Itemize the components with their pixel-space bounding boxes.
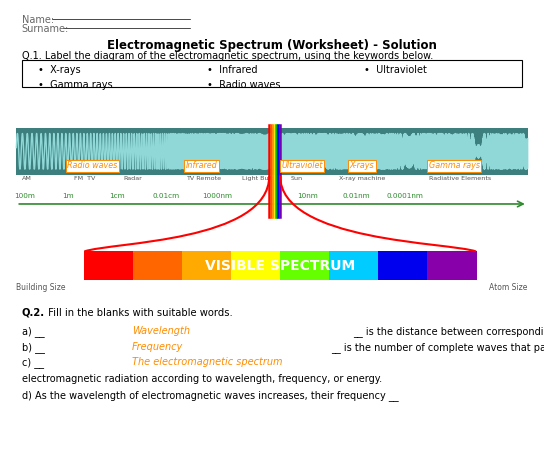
FancyBboxPatch shape [182, 251, 232, 280]
Text: 100m: 100m [14, 193, 35, 199]
Text: 0.0001nm: 0.0001nm [387, 193, 424, 199]
Text: X-ray machine: X-ray machine [338, 176, 385, 181]
Text: Surname:: Surname: [22, 24, 69, 34]
FancyBboxPatch shape [16, 128, 528, 175]
Text: Radar: Radar [124, 176, 143, 181]
Text: c) __: c) __ [22, 357, 44, 368]
Text: Light Bulb: Light Bulb [242, 176, 275, 181]
Text: AM: AM [22, 176, 32, 181]
FancyBboxPatch shape [329, 251, 379, 280]
Text: Infrared: Infrared [186, 161, 217, 170]
FancyBboxPatch shape [22, 60, 522, 87]
Text: 1cm: 1cm [109, 193, 125, 199]
Text: __ is the distance between corresponding points of two consecutive waves.: __ is the distance between corresponding… [353, 326, 544, 337]
Text: Radiative Elements: Radiative Elements [429, 176, 491, 181]
Text: 1000nm: 1000nm [202, 193, 233, 199]
Text: Wavelength: Wavelength [132, 326, 190, 336]
Text: Sun: Sun [290, 176, 302, 181]
Text: electromagnetic radiation according to wavelength, frequency, or energy.: electromagnetic radiation according to w… [22, 374, 382, 384]
Text: Gamma rays: Gamma rays [429, 161, 480, 170]
Text: Name:: Name: [22, 15, 54, 25]
Text: •  Infrared: • Infrared [207, 65, 257, 75]
Text: Electromagnetic Spectrum (Worksheet) - Solution: Electromagnetic Spectrum (Worksheet) - S… [107, 39, 437, 52]
FancyBboxPatch shape [427, 251, 477, 280]
Text: Ultraviolet: Ultraviolet [281, 161, 323, 170]
Text: Radio waves: Radio waves [67, 161, 118, 170]
Text: 10nm: 10nm [297, 193, 318, 199]
Text: •  Ultraviolet: • Ultraviolet [364, 65, 428, 75]
Text: Frequency: Frequency [132, 342, 183, 352]
Text: X-rays: X-rays [349, 161, 374, 170]
FancyBboxPatch shape [84, 251, 134, 280]
FancyBboxPatch shape [280, 251, 330, 280]
Text: Building Size: Building Size [16, 283, 65, 292]
Text: 0.01nm: 0.01nm [343, 193, 370, 199]
Text: 1m: 1m [62, 193, 74, 199]
Text: •  X-rays: • X-rays [38, 65, 81, 75]
Text: The electromagnetic spectrum: The electromagnetic spectrum [132, 357, 283, 367]
Text: Q.2.: Q.2. [22, 308, 45, 318]
Text: b) __: b) __ [22, 342, 45, 353]
Text: •  Radio waves: • Radio waves [207, 80, 280, 90]
Text: a) __: a) __ [22, 326, 45, 337]
Text: 0.01cm: 0.01cm [152, 193, 180, 199]
Text: __ is the number of complete waves that pass a given point in one second.: __ is the number of complete waves that … [331, 342, 544, 353]
Text: Q.1. Label the diagram of the electromagnetic spectrum, using the keywords below: Q.1. Label the diagram of the electromag… [22, 51, 433, 61]
FancyBboxPatch shape [231, 251, 281, 280]
Text: VISIBLE SPECTRUM: VISIBLE SPECTRUM [205, 258, 355, 273]
Text: TV Remote: TV Remote [187, 176, 221, 181]
Text: Atom Size: Atom Size [490, 283, 528, 292]
FancyBboxPatch shape [378, 251, 428, 280]
Text: •  Gamma rays: • Gamma rays [38, 80, 113, 90]
Text: Fill in the blanks with suitable words.: Fill in the blanks with suitable words. [45, 308, 232, 318]
FancyBboxPatch shape [133, 251, 183, 280]
Text: d) As the wavelength of electromagnetic waves increases, their frequency __: d) As the wavelength of electromagnetic … [22, 390, 398, 401]
Text: FM  TV: FM TV [73, 176, 95, 181]
